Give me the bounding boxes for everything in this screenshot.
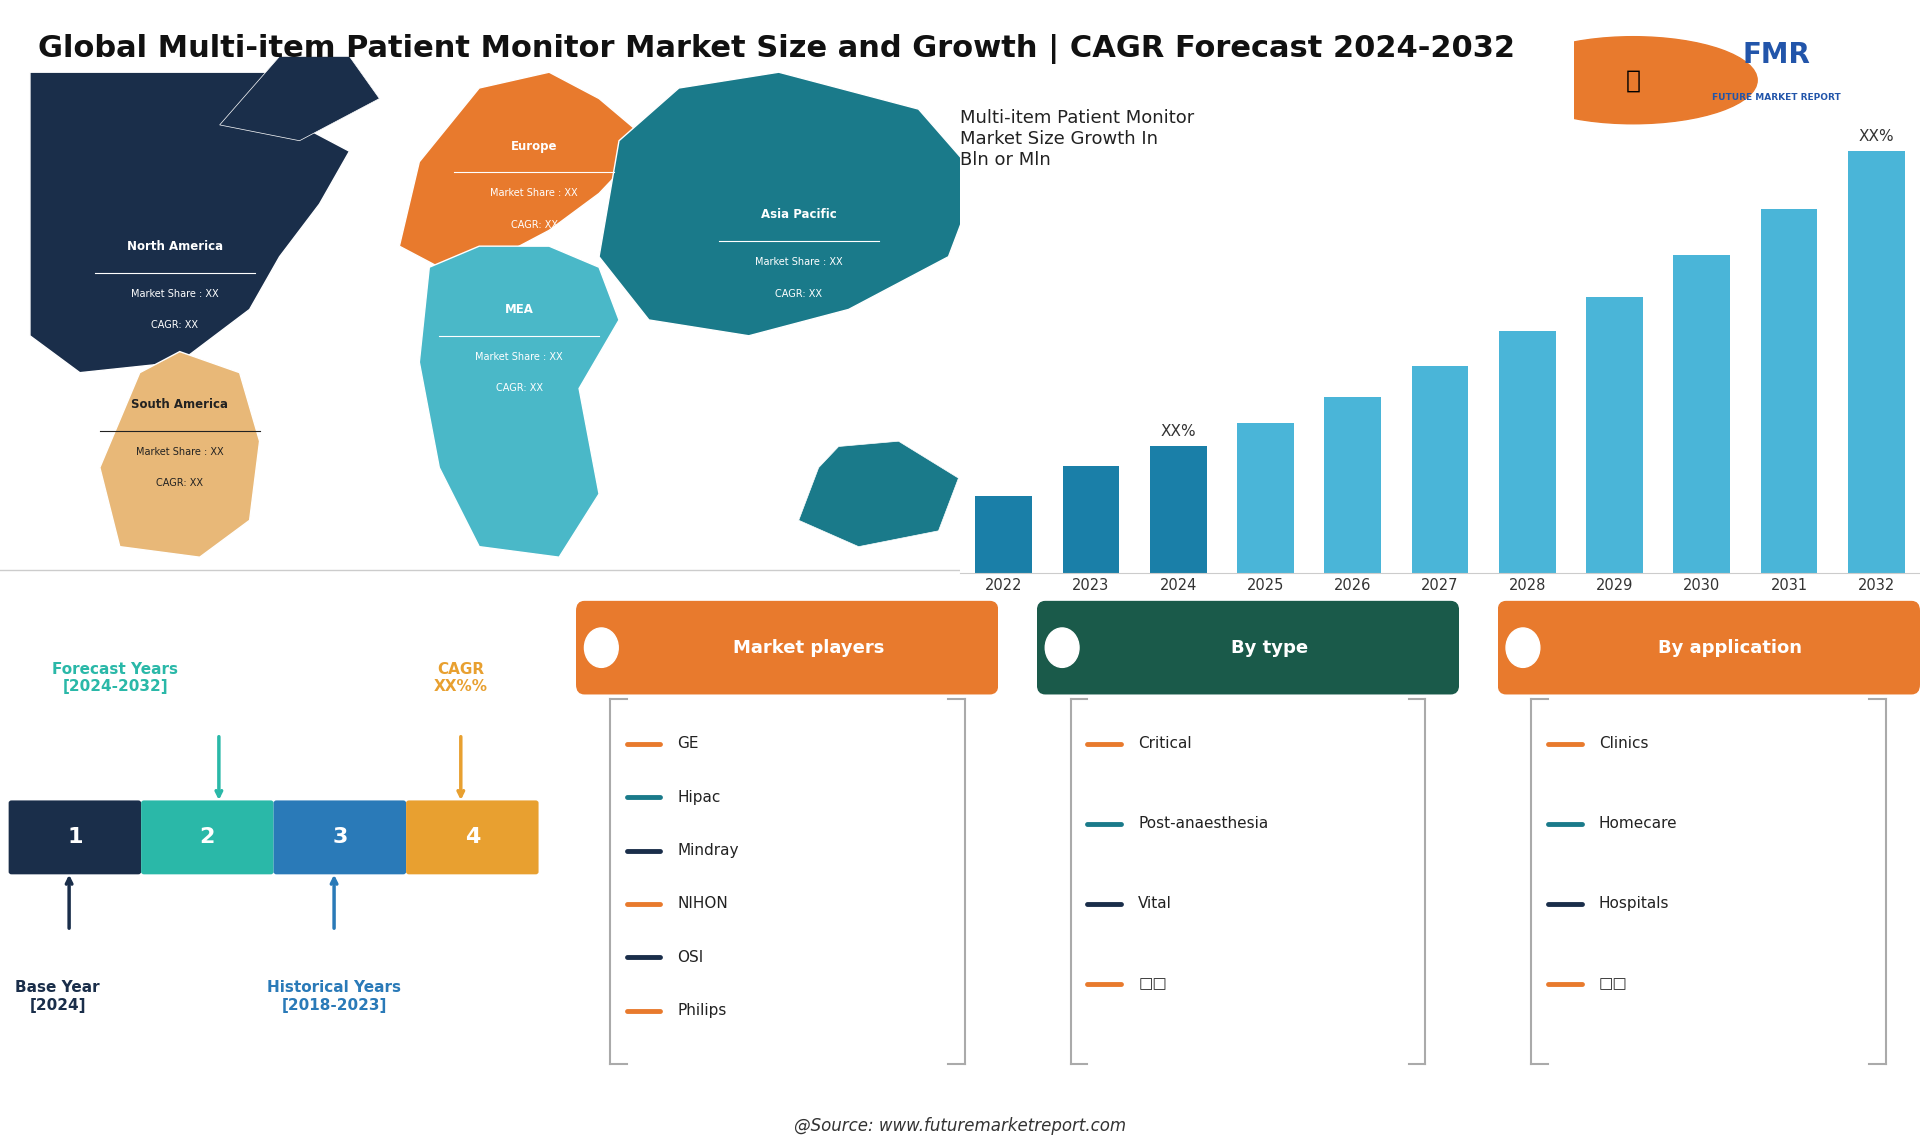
Text: □□: □□ <box>1599 976 1628 991</box>
Bar <box>1500 331 1555 573</box>
Bar <box>1674 254 1730 573</box>
Circle shape <box>584 628 618 667</box>
Text: Base Year
[2024]: Base Year [2024] <box>15 980 100 1013</box>
Text: Asia Pacific: Asia Pacific <box>760 209 837 221</box>
Text: CAGR: XX: CAGR: XX <box>776 289 822 299</box>
Bar <box>1586 297 1644 573</box>
Text: North America: North America <box>127 240 223 252</box>
Text: Multi-item Patient Monitor
Market Size Growth In
Bln or Mln: Multi-item Patient Monitor Market Size G… <box>960 109 1194 168</box>
Bar <box>1325 397 1380 573</box>
Text: Hipac: Hipac <box>678 790 720 804</box>
Bar <box>1150 447 1206 573</box>
Bar <box>1847 151 1905 573</box>
Text: Market Share : XX: Market Share : XX <box>490 188 578 198</box>
Text: CAGR: XX: CAGR: XX <box>156 478 204 488</box>
Text: 4: 4 <box>465 827 480 847</box>
Text: Mindray: Mindray <box>678 843 739 858</box>
Text: Critical: Critical <box>1139 736 1192 752</box>
Text: By type: By type <box>1231 638 1308 657</box>
Polygon shape <box>419 246 618 557</box>
Text: Market Share : XX: Market Share : XX <box>131 289 219 299</box>
Text: Homecare: Homecare <box>1599 816 1678 831</box>
Text: Global Multi-item Patient Monitor Market Size and Growth | CAGR Forecast 2024-20: Global Multi-item Patient Monitor Market… <box>38 34 1515 64</box>
FancyBboxPatch shape <box>142 800 273 874</box>
Text: NIHON: NIHON <box>678 896 728 911</box>
FancyBboxPatch shape <box>576 601 998 694</box>
Polygon shape <box>599 72 979 336</box>
Text: @Source: www.futuremarketreport.com: @Source: www.futuremarketreport.com <box>795 1116 1125 1135</box>
Text: FUTURE MARKET REPORT: FUTURE MARKET REPORT <box>1713 93 1841 102</box>
FancyBboxPatch shape <box>1498 601 1920 694</box>
Text: Market players: Market players <box>733 638 883 657</box>
Text: Market Share : XX: Market Share : XX <box>755 257 843 267</box>
FancyBboxPatch shape <box>10 800 142 874</box>
Text: Philips: Philips <box>678 1003 728 1018</box>
Circle shape <box>1509 37 1757 124</box>
Text: OSI: OSI <box>678 950 703 965</box>
Text: Forecast Years
[2024-2032]: Forecast Years [2024-2032] <box>52 662 179 694</box>
Bar <box>975 496 1033 573</box>
Bar <box>1411 366 1469 573</box>
Text: 3: 3 <box>332 827 348 847</box>
Text: CAGR
XX%%: CAGR XX%% <box>434 662 488 694</box>
Polygon shape <box>31 72 349 372</box>
Bar <box>1236 424 1294 573</box>
Polygon shape <box>100 352 259 557</box>
Text: South America: South America <box>131 398 228 410</box>
Text: CAGR: XX: CAGR: XX <box>495 384 543 393</box>
Text: Europe: Europe <box>511 140 557 152</box>
Polygon shape <box>219 56 380 141</box>
Text: Clinics: Clinics <box>1599 736 1649 752</box>
Text: CAGR: XX: CAGR: XX <box>152 320 198 330</box>
Text: 2: 2 <box>200 827 215 847</box>
Text: Vital: Vital <box>1139 896 1171 911</box>
FancyBboxPatch shape <box>1037 601 1459 694</box>
FancyBboxPatch shape <box>407 800 538 874</box>
Text: XX%: XX% <box>1859 128 1895 143</box>
FancyBboxPatch shape <box>275 800 407 874</box>
Text: Hospitals: Hospitals <box>1599 896 1670 911</box>
Circle shape <box>1044 628 1079 667</box>
Text: Market Share : XX: Market Share : XX <box>476 352 563 362</box>
Text: Historical Years
[2018-2023]: Historical Years [2018-2023] <box>267 980 401 1013</box>
Text: 1: 1 <box>67 827 83 847</box>
Bar <box>1761 209 1818 573</box>
Text: CAGR: XX: CAGR: XX <box>511 220 557 230</box>
Text: Post-anaesthesia: Post-anaesthesia <box>1139 816 1269 831</box>
Text: FMR: FMR <box>1743 41 1811 69</box>
Circle shape <box>1505 628 1540 667</box>
Text: MEA: MEA <box>505 303 534 316</box>
Text: Market Share : XX: Market Share : XX <box>136 447 223 457</box>
Polygon shape <box>399 72 649 267</box>
Bar <box>1062 465 1119 573</box>
Text: 🔍: 🔍 <box>1626 69 1642 92</box>
Text: By application: By application <box>1659 638 1801 657</box>
Text: GE: GE <box>678 736 699 752</box>
Text: □□: □□ <box>1139 976 1167 991</box>
Text: XX%: XX% <box>1160 424 1196 439</box>
Polygon shape <box>799 441 958 547</box>
